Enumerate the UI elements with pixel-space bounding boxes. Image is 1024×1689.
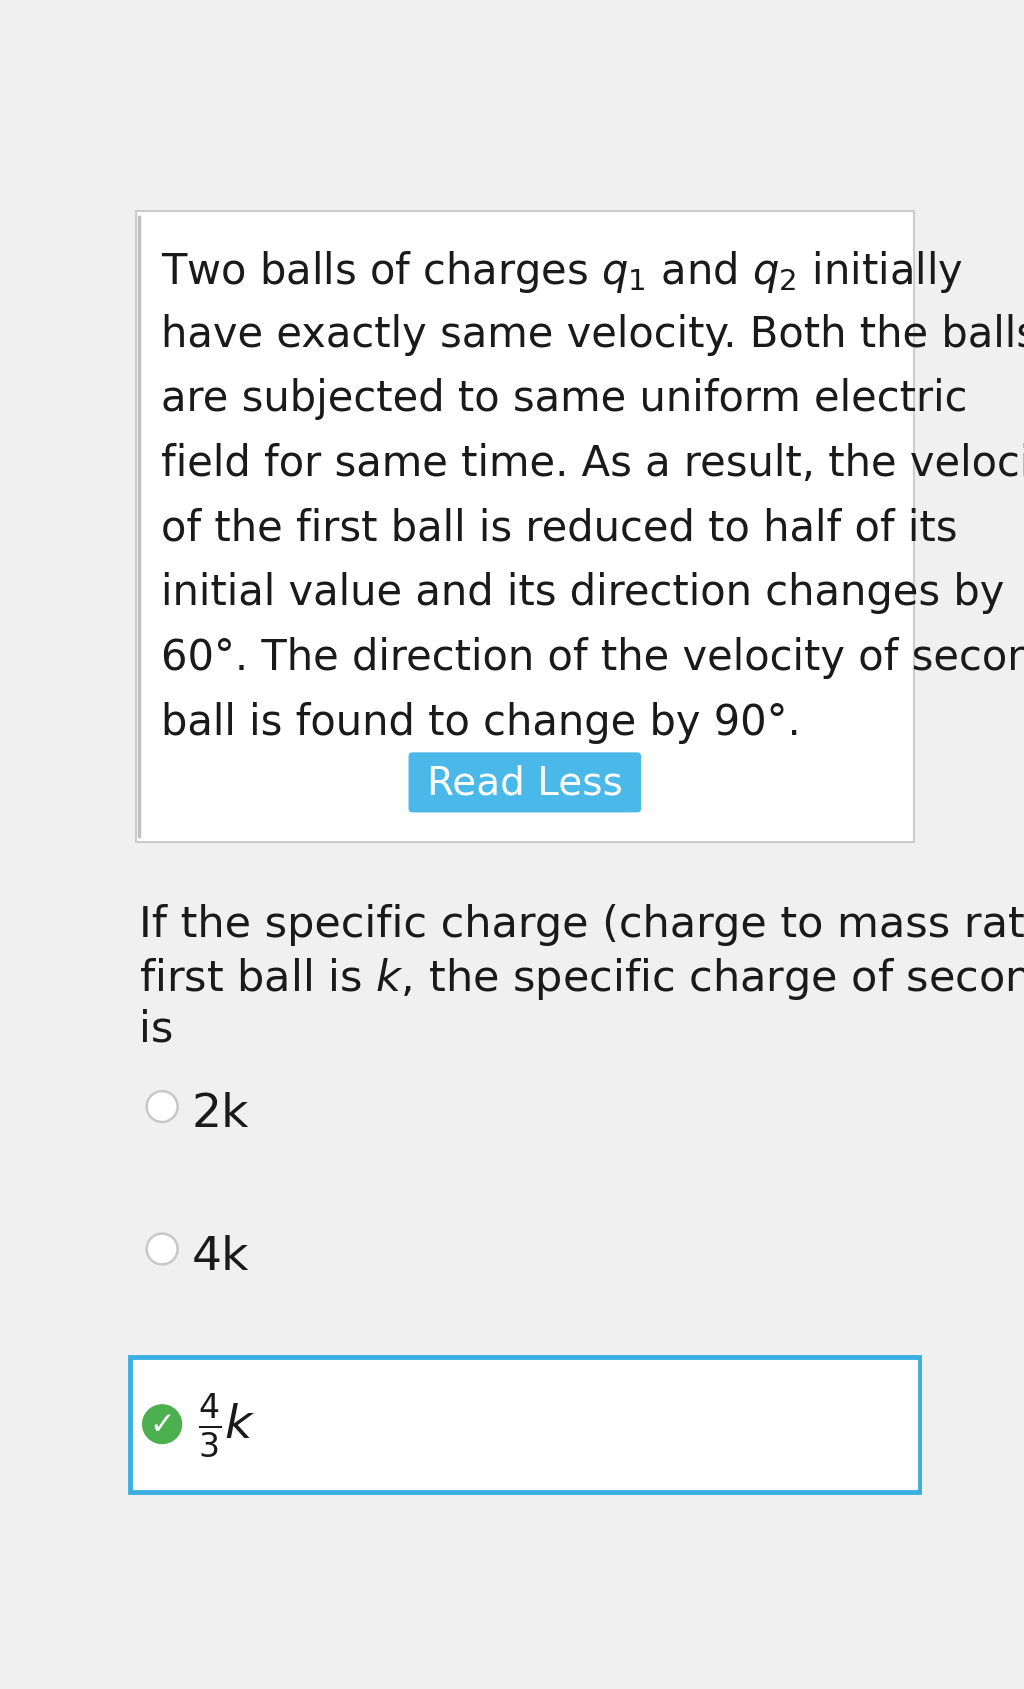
Text: Two balls of charges $q_1$ and $q_2$ initially: Two balls of charges $q_1$ and $q_2$ ini… [161, 248, 963, 296]
Text: 2k: 2k [191, 1091, 249, 1137]
Text: are subjected to same uniform electric: are subjected to same uniform electric [161, 378, 967, 421]
Circle shape [146, 1235, 177, 1265]
Text: is: is [139, 1008, 173, 1049]
FancyBboxPatch shape [130, 1356, 920, 1491]
Circle shape [146, 1091, 177, 1121]
Text: $\frac{4}{3}k$: $\frac{4}{3}k$ [198, 1390, 256, 1459]
Text: initial value and its direction changes by: initial value and its direction changes … [161, 573, 1004, 615]
Text: 4k: 4k [191, 1235, 249, 1279]
Text: have exactly same velocity. Both the balls: have exactly same velocity. Both the bal… [161, 314, 1024, 355]
Text: ball is found to change by 90°.: ball is found to change by 90°. [161, 701, 801, 743]
Text: field for same time. As a result, the velocity: field for same time. As a result, the ve… [161, 443, 1024, 485]
Text: 60°. The direction of the velocity of second: 60°. The direction of the velocity of se… [161, 637, 1024, 679]
Text: first ball is $k$, the specific charge of second ball: first ball is $k$, the specific charge o… [139, 956, 1024, 1002]
FancyBboxPatch shape [136, 211, 913, 843]
Text: ✓: ✓ [150, 1410, 175, 1439]
Text: Read Less: Read Less [427, 763, 623, 802]
FancyBboxPatch shape [409, 753, 641, 812]
Text: If the specific charge (charge to mass ratio) of: If the specific charge (charge to mass r… [139, 904, 1024, 944]
Text: of the first ball is reduced to half of its: of the first ball is reduced to half of … [161, 507, 957, 549]
Circle shape [142, 1404, 182, 1444]
